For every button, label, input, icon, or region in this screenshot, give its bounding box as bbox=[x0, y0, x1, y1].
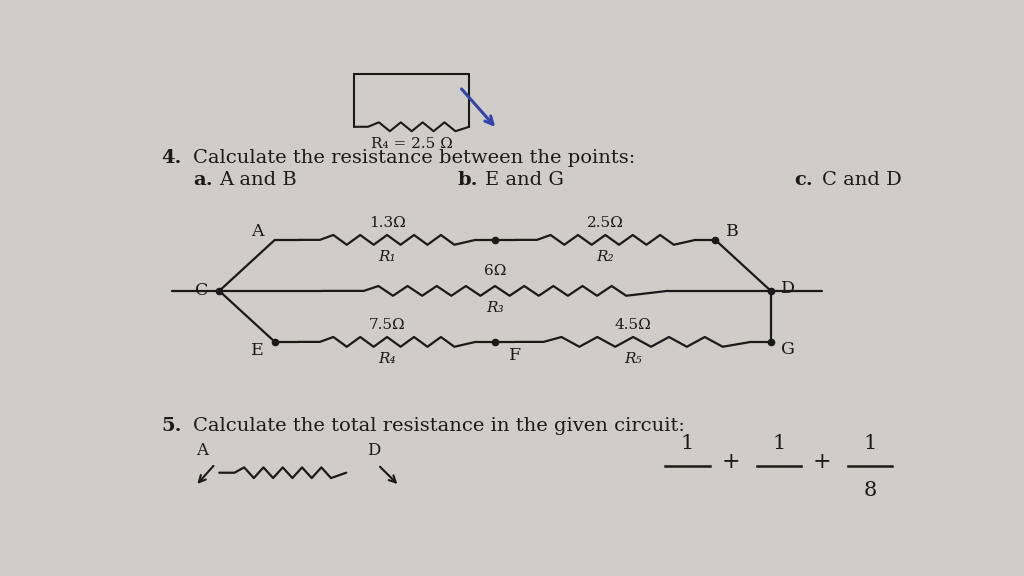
Text: 4.: 4. bbox=[162, 149, 181, 167]
Text: C: C bbox=[196, 282, 209, 300]
Text: +: + bbox=[722, 450, 740, 473]
Text: R₄ = 2.5 Ω: R₄ = 2.5 Ω bbox=[371, 137, 453, 151]
Text: b.: b. bbox=[458, 171, 478, 189]
Text: 1.3Ω: 1.3Ω bbox=[369, 216, 406, 230]
Text: E: E bbox=[251, 342, 264, 359]
Text: 1: 1 bbox=[863, 434, 877, 453]
Text: B: B bbox=[726, 223, 739, 240]
Text: G: G bbox=[781, 342, 796, 358]
Text: Calculate the resistance between the points:: Calculate the resistance between the poi… bbox=[194, 149, 635, 167]
Text: A: A bbox=[196, 442, 208, 460]
Text: c.: c. bbox=[795, 171, 813, 189]
Text: R₁: R₁ bbox=[378, 250, 396, 264]
Text: R₅: R₅ bbox=[625, 352, 642, 366]
Text: 2.5Ω: 2.5Ω bbox=[587, 216, 624, 230]
Text: 4.5Ω: 4.5Ω bbox=[614, 318, 651, 332]
Text: A: A bbox=[251, 223, 263, 240]
Text: +: + bbox=[813, 450, 831, 473]
Text: R₄: R₄ bbox=[378, 352, 396, 366]
Text: 5.: 5. bbox=[162, 417, 182, 435]
Text: 7.5Ω: 7.5Ω bbox=[369, 318, 406, 332]
Text: C and D: C and D bbox=[822, 171, 902, 189]
Text: 6Ω: 6Ω bbox=[484, 264, 506, 278]
Text: 8: 8 bbox=[863, 481, 877, 500]
Text: 1: 1 bbox=[681, 434, 694, 453]
Text: a.: a. bbox=[194, 171, 213, 189]
Text: 1: 1 bbox=[772, 434, 785, 453]
Text: A and B: A and B bbox=[219, 171, 297, 189]
Text: Calculate the total resistance in the given circuit:: Calculate the total resistance in the gi… bbox=[194, 417, 685, 435]
Text: D: D bbox=[368, 442, 381, 460]
Text: R₃: R₃ bbox=[486, 301, 504, 314]
Text: D: D bbox=[781, 280, 796, 297]
Text: R₂: R₂ bbox=[597, 250, 614, 264]
Text: F: F bbox=[509, 347, 521, 363]
Text: E and G: E and G bbox=[485, 171, 564, 189]
